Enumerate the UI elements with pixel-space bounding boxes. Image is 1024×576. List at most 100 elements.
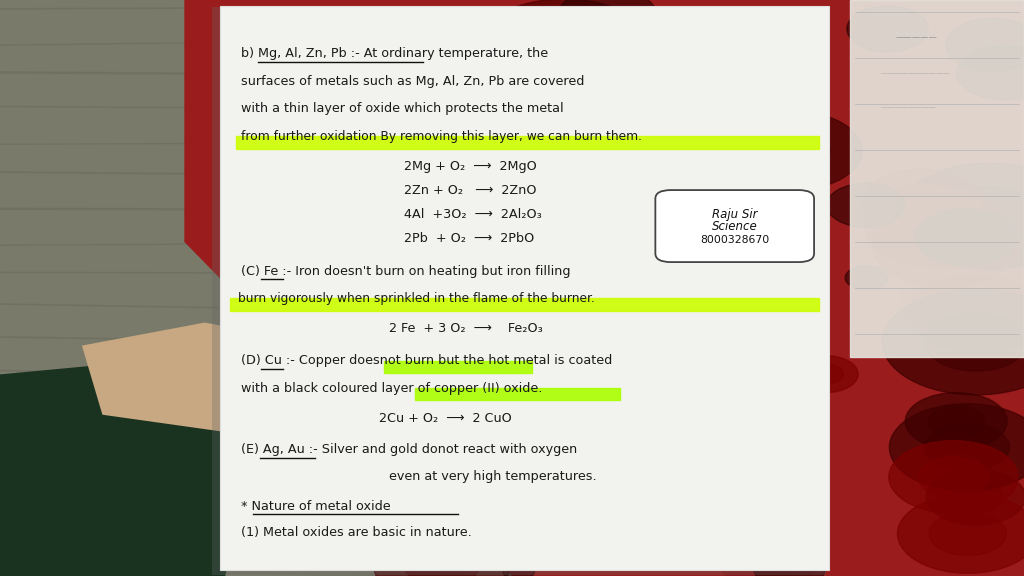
Bar bbox=[0, 0, 532, 576]
Circle shape bbox=[908, 275, 1024, 352]
Circle shape bbox=[456, 480, 609, 567]
Circle shape bbox=[489, 499, 574, 547]
Circle shape bbox=[542, 331, 644, 388]
Circle shape bbox=[641, 240, 810, 335]
Polygon shape bbox=[184, 0, 1024, 576]
Text: b) Mg, Al, Zn, Pb :- At ordinary temperature, the: b) Mg, Al, Zn, Pb :- At ordinary tempera… bbox=[241, 47, 548, 60]
Circle shape bbox=[463, 124, 540, 168]
Circle shape bbox=[399, 297, 565, 391]
Circle shape bbox=[436, 326, 552, 391]
Circle shape bbox=[826, 183, 905, 227]
Circle shape bbox=[889, 441, 1018, 513]
Circle shape bbox=[769, 505, 827, 537]
Circle shape bbox=[700, 473, 754, 503]
Circle shape bbox=[718, 532, 819, 576]
Circle shape bbox=[404, 244, 469, 280]
Bar bbox=[220, 6, 829, 570]
Circle shape bbox=[883, 290, 1024, 395]
Circle shape bbox=[724, 215, 780, 247]
Text: with a thin layer of oxide which protects the metal: with a thin layer of oxide which protect… bbox=[241, 102, 563, 115]
Circle shape bbox=[601, 292, 663, 327]
Circle shape bbox=[406, 265, 487, 311]
Text: (1) Metal oxides are basic in nature.: (1) Metal oxides are basic in nature. bbox=[241, 525, 471, 539]
Text: 8000328670: 8000328670 bbox=[700, 234, 770, 245]
Circle shape bbox=[793, 355, 858, 393]
Circle shape bbox=[612, 78, 713, 134]
Circle shape bbox=[918, 457, 989, 497]
Circle shape bbox=[956, 46, 1024, 100]
Circle shape bbox=[331, 197, 465, 273]
Circle shape bbox=[451, 417, 511, 451]
Circle shape bbox=[847, 6, 928, 52]
Circle shape bbox=[554, 138, 738, 242]
Circle shape bbox=[721, 111, 862, 191]
Circle shape bbox=[807, 364, 844, 384]
Circle shape bbox=[701, 202, 804, 260]
Circle shape bbox=[681, 246, 741, 279]
Text: surfaces of metals such as Mg, Al, Zn, Pb are covered: surfaces of metals such as Mg, Al, Zn, P… bbox=[241, 74, 584, 88]
Circle shape bbox=[424, 356, 478, 386]
Circle shape bbox=[463, 341, 526, 376]
Circle shape bbox=[344, 454, 441, 509]
Polygon shape bbox=[205, 334, 307, 386]
Circle shape bbox=[532, 461, 674, 541]
Circle shape bbox=[424, 275, 469, 301]
Circle shape bbox=[341, 220, 438, 274]
Circle shape bbox=[926, 469, 1024, 525]
Circle shape bbox=[905, 393, 1008, 450]
Circle shape bbox=[632, 222, 758, 294]
Circle shape bbox=[422, 119, 460, 141]
Circle shape bbox=[360, 214, 435, 256]
Circle shape bbox=[862, 169, 981, 236]
Text: 2Cu + O₂  ⟶  2 CuO: 2Cu + O₂ ⟶ 2 CuO bbox=[379, 411, 512, 425]
Circle shape bbox=[750, 512, 804, 542]
Text: ——————————: —————————— bbox=[881, 70, 950, 76]
Circle shape bbox=[503, 563, 535, 576]
Circle shape bbox=[928, 406, 984, 437]
Text: (E) Ag, Au :- Silver and gold donot react with oxygen: (E) Ag, Au :- Silver and gold donot reac… bbox=[241, 443, 577, 456]
Circle shape bbox=[489, 380, 538, 407]
Circle shape bbox=[351, 176, 395, 201]
Circle shape bbox=[890, 184, 954, 221]
Text: 2Pb  + O₂  ⟶  2PbO: 2Pb + O₂ ⟶ 2PbO bbox=[404, 232, 535, 245]
Circle shape bbox=[890, 404, 1024, 491]
Circle shape bbox=[431, 135, 484, 165]
Circle shape bbox=[905, 223, 985, 268]
Circle shape bbox=[741, 544, 797, 575]
Circle shape bbox=[584, 357, 658, 399]
Text: ————————: ———————— bbox=[881, 104, 937, 111]
Text: even at very high temperatures.: even at very high temperatures. bbox=[389, 469, 597, 483]
Circle shape bbox=[635, 90, 690, 122]
Circle shape bbox=[404, 544, 479, 576]
Circle shape bbox=[895, 164, 1024, 269]
Circle shape bbox=[595, 161, 696, 219]
Circle shape bbox=[948, 482, 1004, 512]
Text: —————: ————— bbox=[896, 33, 938, 42]
Circle shape bbox=[915, 209, 1017, 266]
Circle shape bbox=[679, 262, 772, 314]
Polygon shape bbox=[82, 323, 287, 432]
Circle shape bbox=[378, 229, 496, 295]
Text: with a black coloured layer of copper (II) oxide.: with a black coloured layer of copper (I… bbox=[241, 381, 542, 395]
Circle shape bbox=[939, 292, 1014, 335]
Circle shape bbox=[943, 270, 1024, 327]
Circle shape bbox=[872, 204, 1019, 287]
Circle shape bbox=[897, 494, 1024, 573]
Circle shape bbox=[929, 512, 1007, 555]
Circle shape bbox=[754, 548, 825, 576]
Circle shape bbox=[557, 0, 657, 45]
Circle shape bbox=[577, 278, 687, 340]
Text: 2Zn + O₂   ⟶  2ZnO: 2Zn + O₂ ⟶ 2ZnO bbox=[404, 184, 537, 197]
Text: * Nature of metal oxide: * Nature of metal oxide bbox=[241, 499, 390, 513]
Circle shape bbox=[660, 238, 729, 278]
Circle shape bbox=[901, 247, 1024, 350]
Circle shape bbox=[925, 313, 1024, 371]
Circle shape bbox=[864, 187, 1007, 267]
Text: 2Mg + O₂  ⟶  2MgO: 2Mg + O₂ ⟶ 2MgO bbox=[404, 160, 538, 173]
Circle shape bbox=[564, 480, 642, 524]
Circle shape bbox=[410, 123, 506, 177]
Circle shape bbox=[678, 461, 775, 516]
Circle shape bbox=[333, 166, 414, 211]
Circle shape bbox=[515, 21, 613, 77]
Circle shape bbox=[753, 129, 830, 173]
